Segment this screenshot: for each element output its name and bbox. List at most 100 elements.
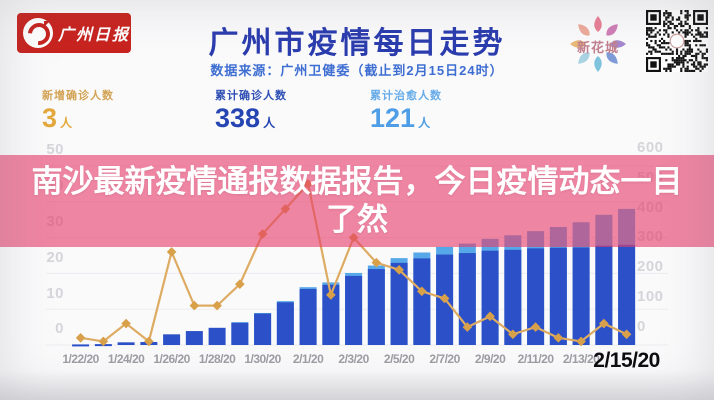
publisher-name: 广州日报 [58, 27, 131, 44]
qr-module [686, 29, 689, 32]
qr-module [667, 24, 670, 28]
petal-icon [570, 40, 586, 48]
qr-module [684, 33, 687, 36]
stat-value: 338 [215, 103, 261, 133]
bar-total-confirmed [595, 245, 613, 345]
qr-module [671, 31, 674, 34]
stat-value: 3 [42, 103, 58, 133]
stat-value: 121 [370, 103, 416, 133]
qr-module [667, 63, 670, 66]
line-marker-diamond [166, 247, 177, 257]
qr-module [682, 24, 685, 28]
x-axis-date-label: 2/9/20 [474, 352, 506, 366]
qr-module [703, 35, 706, 38]
qr-module [669, 48, 672, 51]
qr-module [667, 33, 670, 36]
qr-module [682, 63, 685, 66]
x-axis-date-label: 2/7/20 [429, 352, 460, 366]
bar-total-confirmed [231, 322, 249, 345]
flower-petals-icon [570, 16, 626, 72]
qr-center-badge [669, 33, 685, 49]
qr-module [690, 50, 694, 53]
qr-module [665, 10, 668, 13]
qr-module [650, 29, 653, 32]
qr-module [680, 24, 683, 28]
qr-module [684, 16, 687, 19]
emblem-flag-icon [44, 21, 50, 27]
right-axis-tick: 0 [637, 318, 646, 335]
qr-module [699, 50, 702, 53]
qr-module [658, 33, 661, 36]
bar-total-confirmed [367, 269, 385, 345]
qr-module [650, 50, 653, 53]
qr-module [660, 52, 664, 55]
qr-module [646, 44, 649, 47]
qr-module [684, 42, 687, 45]
x-axis-date-label: 1/24/20 [107, 352, 145, 366]
qr-module [697, 39, 700, 43]
left-axis-tick: 50 [46, 141, 64, 158]
qr-module [690, 63, 694, 66]
qr-module [663, 46, 666, 49]
qr-module [675, 18, 679, 21]
qr-module [705, 35, 708, 38]
qr-module [671, 59, 674, 62]
qr-module [699, 35, 702, 38]
qr-module [680, 59, 683, 62]
qr-module [675, 24, 679, 28]
qr-module [658, 29, 661, 32]
qr-module [671, 18, 674, 21]
qr-module [690, 48, 694, 51]
qr-module [680, 22, 683, 25]
qr-module [669, 63, 672, 66]
qr-module [646, 42, 649, 45]
qr-module [688, 27, 691, 30]
qr-module [688, 48, 691, 51]
qr-module [667, 14, 670, 17]
qr-module [695, 44, 698, 47]
qr-module [686, 42, 689, 45]
qr-module [686, 61, 689, 64]
qr-module [669, 12, 672, 15]
qr-module [675, 63, 679, 66]
qr-module [669, 65, 672, 68]
qr-module [650, 14, 657, 21]
qr-module [658, 39, 661, 43]
left-axis-tick: 20 [46, 249, 64, 266]
qr-module [697, 27, 700, 30]
stat-unit: 人 [418, 116, 431, 130]
qr-module [703, 52, 706, 55]
qr-module [648, 35, 651, 38]
qr-module [686, 44, 689, 47]
qr-module [693, 39, 696, 43]
qr-module [665, 12, 668, 15]
qr-module [693, 61, 696, 64]
qr-module [678, 54, 681, 58]
qr-module [658, 50, 661, 53]
qr-module [688, 50, 691, 53]
qr-module [697, 31, 700, 34]
qr-module [678, 22, 681, 25]
bottom-fade [0, 370, 714, 400]
qr-module [667, 42, 670, 45]
qr-module [646, 29, 649, 32]
qr-module [675, 59, 679, 62]
qr-module [680, 50, 683, 53]
qr-code-icon [646, 10, 708, 72]
qr-module [693, 35, 696, 38]
qr-module [646, 27, 649, 30]
qr-module [695, 29, 698, 32]
qr-module [673, 61, 676, 64]
qr-module [663, 24, 666, 28]
qr-module [673, 24, 676, 28]
qr-module [669, 14, 672, 17]
qr-module [688, 24, 691, 28]
qr-module [656, 31, 659, 34]
petal-icon [606, 52, 618, 64]
qr-module [680, 12, 683, 15]
qr-module [686, 22, 689, 25]
stat-total-cured: 累计治愈人数 121 人 [370, 87, 442, 133]
qr-module [690, 29, 694, 32]
qr-module [675, 61, 679, 64]
